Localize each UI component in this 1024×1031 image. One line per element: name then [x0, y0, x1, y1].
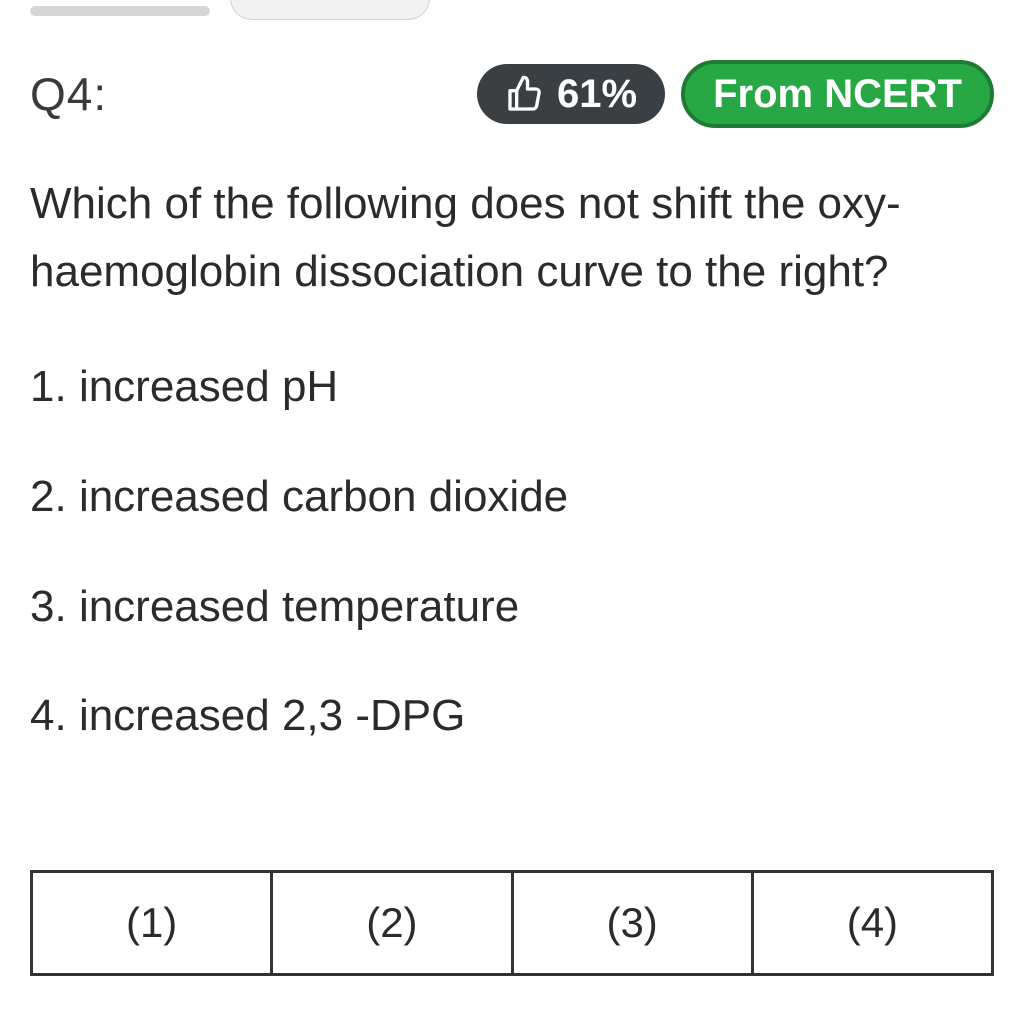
answer-cell-1[interactable]: (1) [32, 872, 272, 975]
question-header: Q4: 61% From NCERT [30, 60, 994, 128]
top-tab-decor [230, 0, 430, 20]
option-text: increased 2,3 -DPG [79, 691, 465, 740]
option-text: increased carbon dioxide [79, 472, 568, 521]
question-body: Which of the following does not shift th… [30, 170, 994, 795]
question-number-label: Q4: [30, 67, 107, 121]
answer-cell-3[interactable]: (3) [512, 872, 752, 975]
option-text: increased temperature [79, 582, 519, 631]
option-1[interactable]: 1. increased pH [30, 356, 994, 418]
answer-cell-4[interactable]: (4) [752, 872, 992, 975]
top-bar [0, 0, 1024, 30]
option-text: increased pH [79, 362, 338, 411]
question-text: Which of the following does not shift th… [30, 170, 994, 306]
option-number: 4. [30, 691, 67, 740]
options-list: 1. increased pH 2. increased carbon diox… [30, 356, 994, 746]
option-number: 1. [30, 362, 67, 411]
answer-table-container: (1) (2) (3) (4) [30, 870, 994, 976]
source-label-text: From NCERT [713, 74, 962, 114]
option-3[interactable]: 3. increased temperature [30, 576, 994, 638]
like-percent-text: 61% [557, 74, 637, 114]
option-number: 2. [30, 472, 67, 521]
top-dash-decor [30, 6, 210, 16]
badges-container: 61% From NCERT [477, 60, 994, 128]
question-page: Q4: 61% From NCERT Which of the followin… [0, 0, 1024, 1031]
answer-cell-2[interactable]: (2) [272, 872, 512, 975]
source-badge[interactable]: From NCERT [681, 60, 994, 128]
option-4[interactable]: 4. increased 2,3 -DPG [30, 685, 994, 747]
option-number: 3. [30, 582, 67, 631]
thumb-up-icon [505, 74, 545, 114]
like-badge[interactable]: 61% [477, 64, 665, 124]
option-2[interactable]: 2. increased carbon dioxide [30, 466, 994, 528]
answer-table: (1) (2) (3) (4) [30, 870, 994, 976]
table-row: (1) (2) (3) (4) [32, 872, 993, 975]
